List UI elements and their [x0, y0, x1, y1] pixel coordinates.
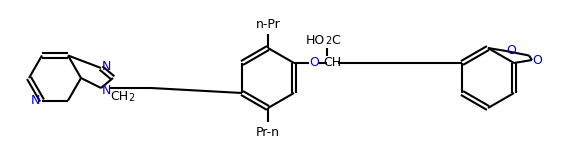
Text: C: C: [331, 34, 340, 48]
Text: N: N: [30, 94, 40, 107]
Text: Pr-n: Pr-n: [256, 126, 280, 138]
Text: HO: HO: [305, 34, 325, 48]
Text: O: O: [309, 56, 319, 69]
Text: CH: CH: [110, 90, 128, 103]
Text: O: O: [532, 53, 542, 66]
Text: 2: 2: [325, 36, 331, 46]
Text: CH: CH: [323, 56, 341, 69]
Text: O: O: [506, 45, 516, 57]
Text: N: N: [101, 83, 111, 97]
Text: n-Pr: n-Pr: [255, 17, 280, 31]
Text: 2: 2: [128, 93, 134, 103]
Text: N: N: [101, 60, 111, 72]
